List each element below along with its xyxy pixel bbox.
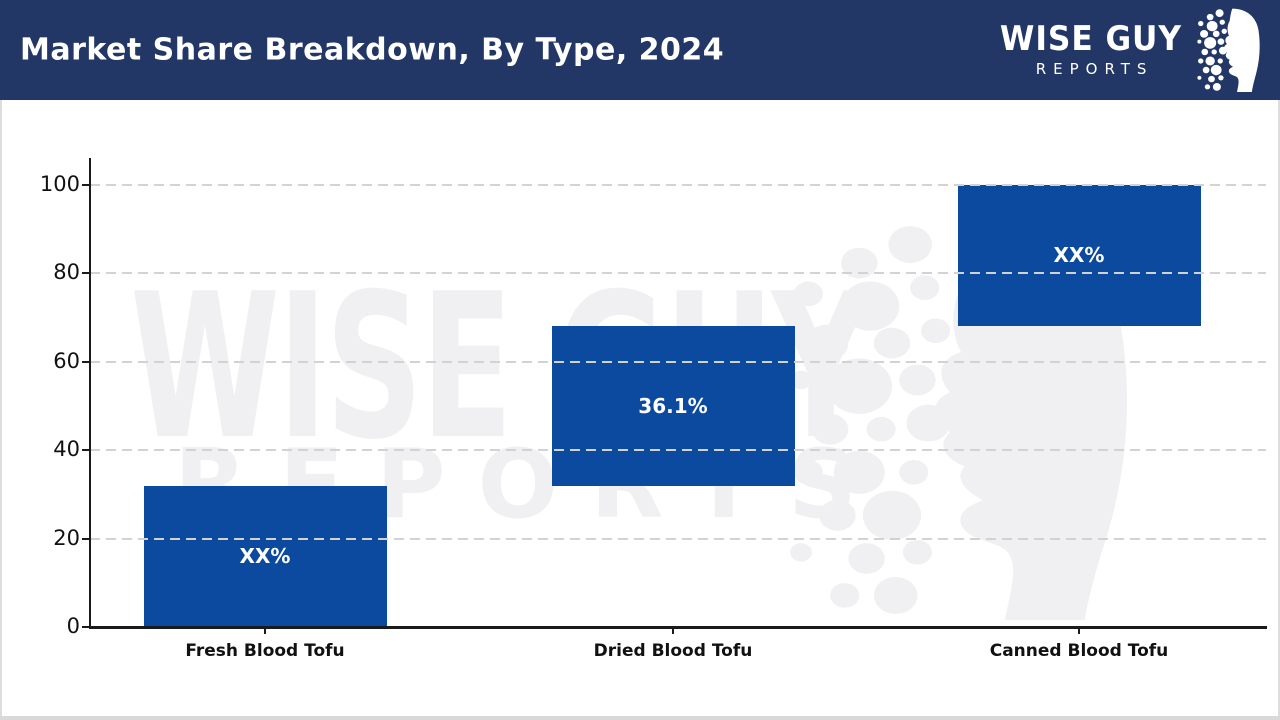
y-tick — [82, 626, 89, 628]
logo-tagline: REPORTS — [1035, 59, 1154, 78]
x-tick — [1078, 627, 1080, 634]
gridline — [90, 272, 1266, 275]
logo-text: WISE GUY REPORTS — [992, 19, 1190, 78]
face-profile-icon — [1197, 8, 1260, 92]
gridline — [90, 537, 1266, 540]
y-tick-label: 40 — [53, 437, 80, 462]
page-title: Market Share Breakdown, By Type, 2024 — [20, 32, 725, 68]
gridline — [90, 184, 1266, 186]
bar-value-label: 36.1% — [638, 393, 708, 418]
y-tick — [82, 449, 89, 452]
x-tick — [264, 627, 266, 634]
y-tick-label: 20 — [53, 525, 80, 550]
bottom-border — [0, 716, 1280, 720]
y-tick — [82, 360, 89, 363]
y-tick-label: 60 — [53, 348, 80, 373]
waterfall-bar — [551, 325, 795, 486]
bar-value-label: XX% — [1053, 243, 1105, 268]
y-tick-label: 100 — [39, 172, 80, 196]
y-tick-label: 0 — [66, 614, 80, 638]
y-tick — [82, 537, 89, 540]
logo-wordmark: WISE GUY — [1000, 19, 1183, 60]
x-tick — [672, 627, 674, 634]
x-axis-line — [89, 626, 1267, 629]
y-tick — [82, 184, 89, 186]
bar-value-label: XX% — [239, 544, 291, 569]
waterfall-bar — [143, 485, 387, 627]
gridline — [90, 360, 1266, 363]
y-tick-label: 80 — [53, 260, 80, 285]
header-bar: Market Share Breakdown, By Type, 2024 WI… — [0, 0, 1280, 100]
chart-area: WISE GUY REPORTS 0 20 40 60 80 100 XX% Fresh Bl… — [0, 100, 1280, 716]
x-category-label: Dried Blood Tofu — [593, 641, 753, 661]
wise-guy-logo: WISE GUY REPORTS — [992, 8, 1268, 92]
y-tick — [82, 272, 89, 275]
brain-dots — [1197, 9, 1227, 91]
x-category-label: Canned Blood Tofu — [989, 641, 1169, 661]
x-category-label: Fresh Blood Tofu — [185, 641, 345, 661]
gridline — [90, 449, 1266, 452]
y-axis-line — [89, 158, 91, 629]
